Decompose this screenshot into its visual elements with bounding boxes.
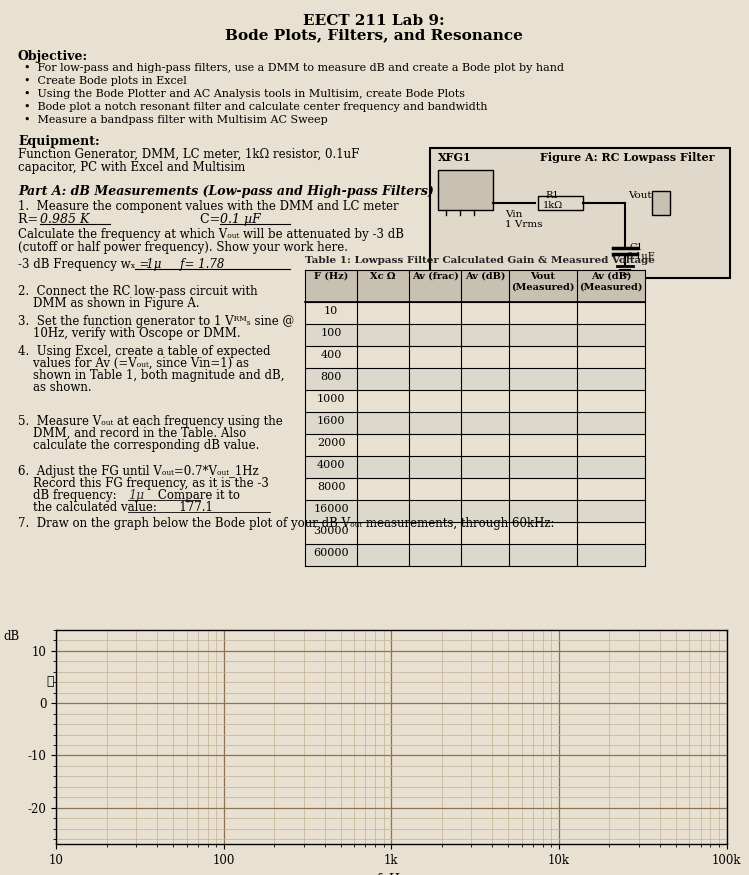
Text: Av (dB): Av (dB) (465, 272, 505, 281)
Text: C=: C= (200, 213, 224, 226)
Text: 1.  Measure the component values with the DMM and LC meter: 1. Measure the component values with the… (18, 200, 398, 213)
Text: Vout: Vout (628, 191, 652, 200)
Bar (305, 456, 645, 478)
Text: dB: dB (3, 630, 19, 643)
Text: 10: 10 (324, 306, 338, 316)
Text: -3 dB Frequency wₓ =: -3 dB Frequency wₓ = (18, 258, 149, 271)
Text: 0.1 µF: 0.1 µF (220, 213, 261, 226)
Bar (305, 412, 645, 434)
Text: DMM as shown in Figure A.: DMM as shown in Figure A. (18, 297, 200, 310)
Text: Av (dB): Av (dB) (591, 272, 631, 281)
Bar (305, 324, 645, 346)
Bar (538, 196, 583, 210)
Text: 0.1uF: 0.1uF (626, 252, 655, 261)
Text: 100: 100 (321, 328, 342, 338)
Text: •  Measure a bandpass filter with Multisim AC Sweep: • Measure a bandpass filter with Multisi… (24, 115, 328, 125)
Text: Ⓑ: Ⓑ (46, 676, 54, 689)
Text: Objective:: Objective: (18, 50, 88, 63)
Text: •  Bode plot a notch resonant filter and calculate center frequency and bandwidt: • Bode plot a notch resonant filter and … (24, 102, 488, 112)
Bar (305, 368, 645, 390)
Text: 2000: 2000 (317, 438, 345, 448)
Text: 800: 800 (321, 372, 342, 382)
Text: 1600: 1600 (317, 416, 345, 426)
Text: Bode Plots, Filters, and Resonance: Bode Plots, Filters, and Resonance (225, 28, 523, 42)
Bar (305, 270, 645, 302)
Text: F (Hz): F (Hz) (314, 272, 348, 281)
Text: C1: C1 (630, 243, 643, 252)
Text: 4000: 4000 (317, 460, 345, 470)
Text: Vout: Vout (530, 272, 556, 281)
Bar (305, 544, 645, 566)
Text: 1μ: 1μ (128, 489, 144, 502)
Text: 7.  Draw on the graph below the Bode plot of your dB Vₒᵤₜ measurements, through : 7. Draw on the graph below the Bode plot… (18, 517, 554, 530)
Text: 6.  Adjust the FG until Vₒᵤₜ=0.7*Vₒᵤₜ_1Hz: 6. Adjust the FG until Vₒᵤₜ=0.7*Vₒᵤₜ_1Hz (18, 465, 258, 478)
Text: DMM, and record in the Table. Also: DMM, and record in the Table. Also (18, 427, 246, 440)
Text: 10Hz, verify with Oscope or DMM.: 10Hz, verify with Oscope or DMM. (18, 327, 240, 340)
Text: 1μ     f= 1.78: 1μ f= 1.78 (135, 258, 225, 271)
Text: 16000: 16000 (313, 504, 349, 514)
Text: Vin
1 Vrms: Vin 1 Vrms (505, 210, 542, 229)
Text: R=: R= (18, 213, 42, 226)
Text: Record this FG frequency, as it is the -3: Record this FG frequency, as it is the -… (18, 477, 269, 490)
Text: 30000: 30000 (313, 526, 349, 536)
Text: Equipment:: Equipment: (18, 135, 100, 148)
Text: Av (frac): Av (frac) (412, 272, 458, 281)
Text: Figure A: RC Lowpass Filter: Figure A: RC Lowpass Filter (540, 152, 715, 163)
Bar (305, 500, 645, 522)
Text: 8000: 8000 (317, 482, 345, 492)
Text: the calculated value:      177.1: the calculated value: 177.1 (18, 501, 213, 514)
Text: XFG1: XFG1 (438, 152, 472, 163)
Text: capacitor, PC with Excel and Multisim: capacitor, PC with Excel and Multisim (18, 161, 245, 174)
Text: 1000: 1000 (317, 394, 345, 404)
Bar (652, 191, 670, 215)
Text: Part A: dB Measurements (Low-pass and High-pass Filters): Part A: dB Measurements (Low-pass and Hi… (18, 185, 434, 198)
Text: 2.  Connect the RC low-pass circuit with: 2. Connect the RC low-pass circuit with (18, 285, 258, 298)
X-axis label: f, Hz: f, Hz (377, 872, 406, 875)
Text: (cutoff or half power frequency). Show your work here.: (cutoff or half power frequency). Show y… (18, 241, 348, 254)
Text: •  Create Bode plots in Excel: • Create Bode plots in Excel (24, 76, 187, 86)
Text: Function Generator, DMM, LC meter, 1kΩ resistor, 0.1uF: Function Generator, DMM, LC meter, 1kΩ r… (18, 148, 360, 161)
Text: •  For low-pass and high-pass filters, use a DMM to measure dB and create a Bode: • For low-pass and high-pass filters, us… (24, 63, 564, 73)
Text: values for Av (=Vₒᵤₜ, since Vin=1) as: values for Av (=Vₒᵤₜ, since Vin=1) as (18, 357, 249, 370)
Text: dB frequency:           Compare it to: dB frequency: Compare it to (18, 489, 240, 502)
Text: 1kΩ: 1kΩ (543, 201, 563, 210)
Bar (430, 148, 730, 278)
Text: as shown.: as shown. (18, 381, 91, 394)
Text: calculate the corresponding dB value.: calculate the corresponding dB value. (18, 439, 259, 452)
Text: shown in Table 1, both magnitude and dB,: shown in Table 1, both magnitude and dB, (18, 369, 285, 382)
Text: •  Using the Bode Plotter and AC Analysis tools in Multisim, create Bode Plots: • Using the Bode Plotter and AC Analysis… (24, 89, 465, 99)
Text: Table 1: Lowpass Filter Calculated Gain & Measured Voltage: Table 1: Lowpass Filter Calculated Gain … (305, 256, 655, 265)
Text: R1: R1 (545, 191, 559, 200)
Text: 3.  Set the function generator to 1 Vᴿᴹₛ sine @: 3. Set the function generator to 1 Vᴿᴹₛ … (18, 315, 294, 328)
Text: EECT 211 Lab 9:: EECT 211 Lab 9: (303, 14, 445, 28)
Text: Xc Ω: Xc Ω (370, 272, 395, 281)
Text: 60000: 60000 (313, 548, 349, 558)
Text: (Measured): (Measured) (512, 283, 574, 292)
Text: 5.  Measure Vₒᵤₜ at each frequency using the: 5. Measure Vₒᵤₜ at each frequency using … (18, 415, 283, 428)
Text: 400: 400 (321, 350, 342, 360)
Text: Calculate the frequency at which Vₒᵤₜ will be attenuated by -3 dB: Calculate the frequency at which Vₒᵤₜ wi… (18, 228, 404, 241)
Text: (Measured): (Measured) (579, 283, 643, 292)
Text: 0.985 K: 0.985 K (40, 213, 89, 226)
Bar (438, 170, 493, 210)
Text: 4.  Using Excel, create a table of expected: 4. Using Excel, create a table of expect… (18, 345, 270, 358)
